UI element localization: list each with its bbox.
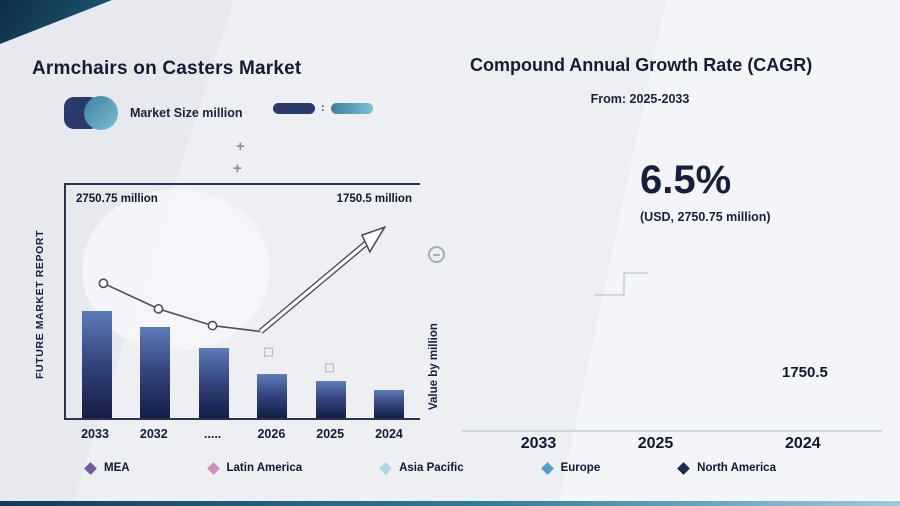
scale-pills: : [273,103,373,114]
left-chart-xlabels: 2033 2032..... 2026 2025 2024 [64,427,420,441]
market-size-bar [198,348,229,418]
sphere-teal-part [84,96,118,130]
market-size-legend: Market Size million [64,96,243,130]
right-chart-ylabel: Value by million [428,323,440,410]
x-axis-label: 2025 [316,427,345,441]
x-axis-label: 2025 [637,435,674,452]
legend-item: MEA [84,461,130,475]
legend-label: MEA [104,462,130,474]
step-decoration-icon [595,272,648,296]
legend-label: Europe [560,462,601,474]
left-chart-side-label: FUTURE MARKET REPORT [34,229,46,379]
legend-label: Asia Pacific [399,462,464,474]
left-chart-bars [66,185,420,418]
x-axis-label: 2024 [785,435,821,452]
legend-diamond-icon [677,461,691,475]
market-size-bar [373,390,404,418]
legend-item: Latin America [206,461,303,475]
x-axis-label: 2033 [81,427,109,441]
plus-decoration-icon: + [233,160,242,177]
market-size-bar [257,373,288,418]
legend-diamond-icon [84,461,97,475]
legend-label: Latin America [226,462,303,474]
market-size-bar [82,310,112,418]
cagr-chart: 2033 2025 2024 1750.5 [462,150,882,452]
pill-separator: : [321,102,325,114]
plus-decoration-icon: + [236,138,245,155]
legend-diamond-icon [379,461,392,475]
legend-label: North America [697,462,776,474]
market-size-bar [315,380,346,418]
bottom-legend: MEA Latin America Asia Pacific Europe North … [84,461,776,475]
navy-pill-icon [273,103,315,114]
cagr-subtitle: From: 2025-2033 [590,92,690,106]
page-title: Armchairs on Casters Market [32,58,302,79]
sphere-icon [64,96,118,130]
bar-value-label: 1750.5 [782,364,828,381]
value-annotation-right: 1750.5 million [336,193,412,205]
legend-diamond-icon [206,461,220,475]
x-axis-label: 2026 [257,427,286,441]
x-axis-label: 2024 [375,427,403,441]
x-axis-label: ..... [203,427,222,441]
legend-item: Asia Pacific [379,461,464,475]
cagr-note: (USD, 2750.75 million) [640,210,771,224]
x-axis-label: 2032 [139,427,168,441]
x-axis-label: 2033 [520,435,557,452]
market-size-chart: 2750.75 million 1750.5 million [64,183,420,420]
bottom-accent-strip [0,501,900,506]
cagr-title: Compound Annual Growth Rate (CAGR) [470,55,813,75]
legend-item: Europe [540,461,601,475]
value-annotation-left: 2750.75 million [76,193,158,205]
right-chart-groups: 2033 2025 2024 [462,150,882,452]
cagr-value: 6.5% [640,158,732,202]
teal-pill-icon [330,103,373,114]
legend-item: North America [677,461,776,475]
legend-diamond-icon [540,461,554,475]
circle-decoration-icon [428,246,445,263]
circle-dash [433,253,440,256]
market-size-bar [140,327,171,418]
market-size-label: Market Size million [130,106,243,120]
